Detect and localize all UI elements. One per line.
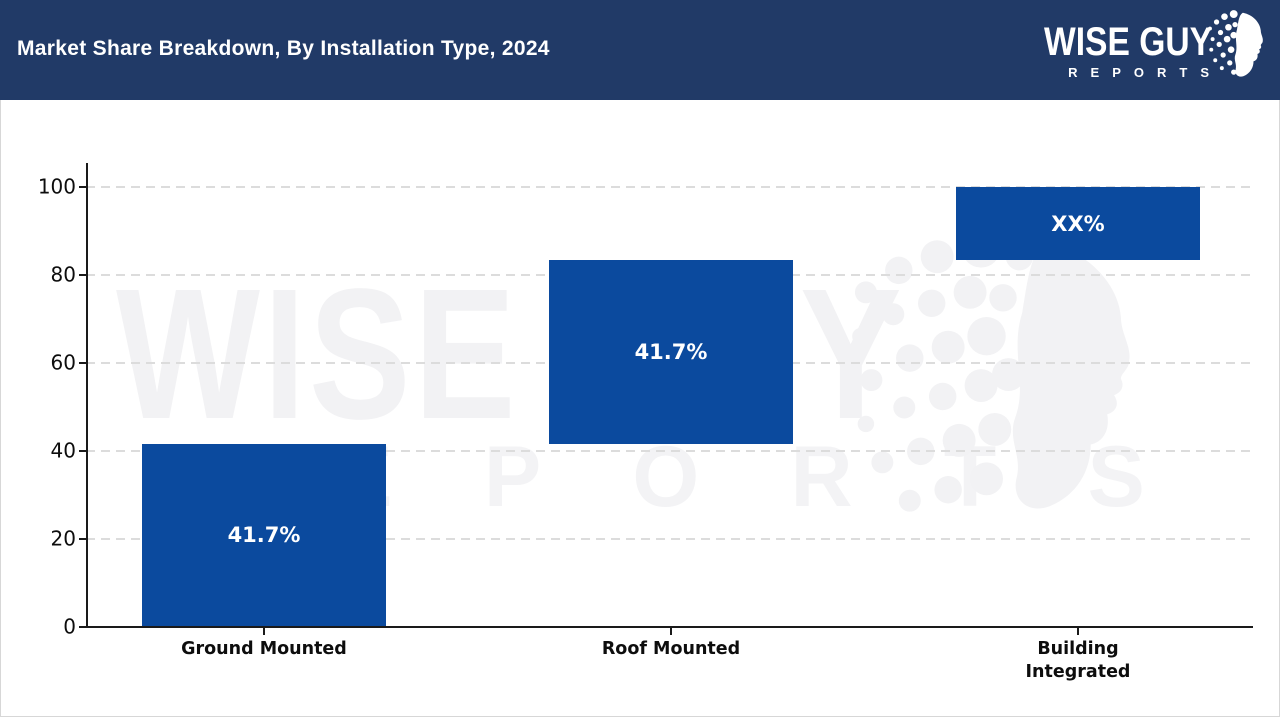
bar-building-integrated: XX%: [956, 187, 1200, 261]
ytick-80: [79, 274, 86, 276]
bar-value-label: 41.7%: [634, 339, 708, 364]
gridline-y-20: [86, 538, 1253, 540]
xtick-0: [263, 628, 265, 635]
ytick-label-40: 40: [50, 438, 76, 463]
head-profile-dots-icon: [1207, 10, 1263, 77]
wiseguy-logo: WISE GUY REPORTS: [1012, 10, 1272, 92]
bar-value-label: XX%: [1051, 211, 1105, 236]
ytick-label-20: 20: [50, 526, 76, 551]
logo-subtext: REPORTS: [1068, 65, 1222, 80]
page-title: Market Share Breakdown, By Installation …: [17, 37, 550, 60]
bar-ground-mounted: 41.7%: [142, 443, 386, 627]
ytick-20: [79, 538, 86, 540]
ytick-40: [79, 450, 86, 452]
logo-wordmark: WISE GUY: [1043, 20, 1212, 64]
xtick-label-1: Roof Mounted: [601, 639, 741, 659]
report-header: Market Share Breakdown, By Installation …: [0, 0, 1280, 100]
ytick-label-80: 80: [50, 262, 76, 287]
ytick-label-60: 60: [50, 350, 76, 375]
xtick-2: [1077, 628, 1079, 635]
xtick-label-2: Building Integrated: [1025, 639, 1131, 682]
bar-value-label: 41.7%: [227, 523, 301, 548]
ytick-label-0: 0: [63, 614, 76, 639]
ytick-label-100: 100: [37, 174, 76, 199]
logo-text: WISE GUY REPORTS: [1012, 20, 1212, 82]
ytick-100: [79, 186, 86, 188]
gridline-y-40: [86, 450, 1253, 452]
ytick-60: [79, 362, 86, 364]
bar-roof-mounted: 41.7%: [549, 260, 793, 444]
xtick-label-0: Ground Mounted: [181, 639, 347, 659]
y-axis-line: [86, 163, 88, 628]
ytick-0: [79, 626, 86, 628]
xtick-1: [670, 628, 672, 635]
gridline-y-100: [86, 186, 1253, 188]
x-axis-line: [86, 626, 1253, 628]
